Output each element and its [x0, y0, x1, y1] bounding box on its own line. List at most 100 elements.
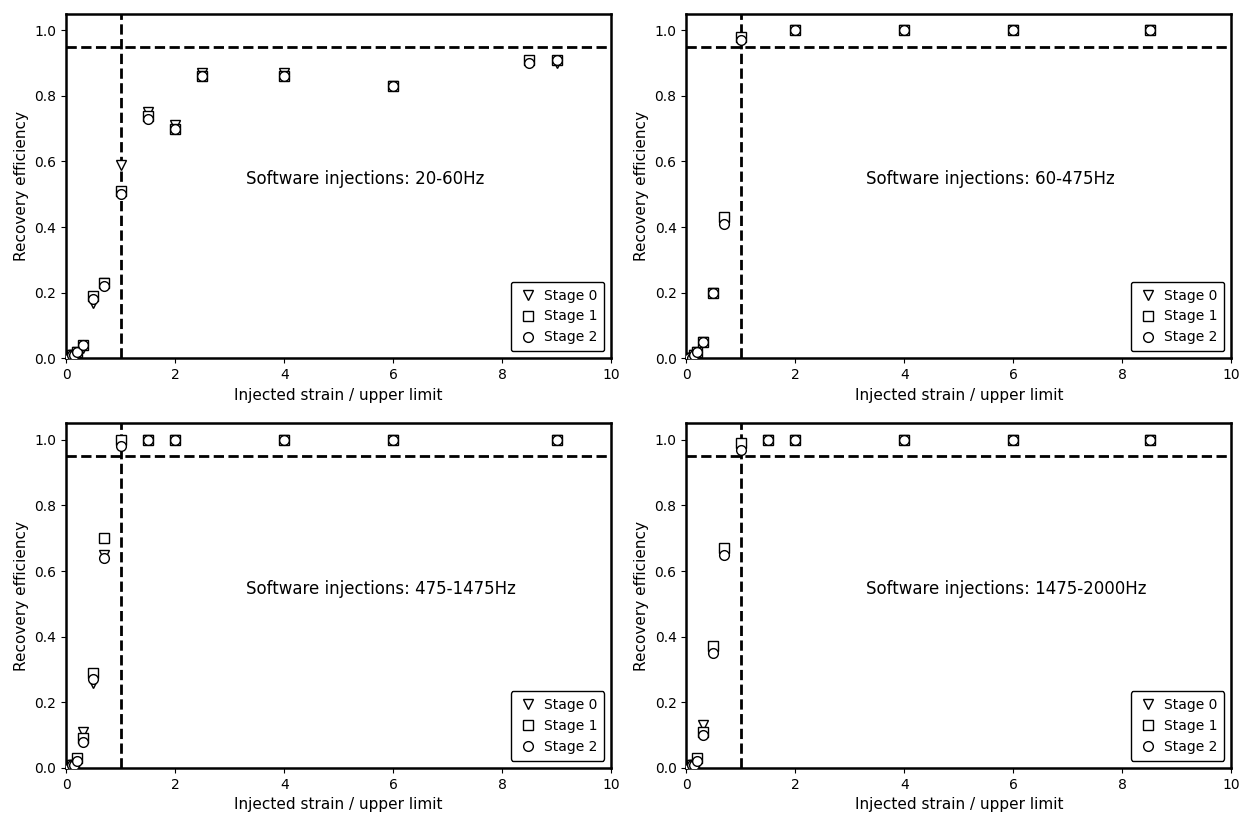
Legend: Stage 0, Stage 1, Stage 2: Stage 0, Stage 1, Stage 2 [1131, 282, 1224, 351]
Legend: Stage 0, Stage 1, Stage 2: Stage 0, Stage 1, Stage 2 [510, 282, 604, 351]
Stage 1 [386, 434, 401, 444]
Line: Stage 0: Stage 0 [64, 58, 562, 363]
Stage 2 [140, 434, 155, 444]
Line: Stage 0: Stage 0 [685, 435, 1155, 772]
Stage 0 [64, 760, 79, 770]
Stage 2 [97, 281, 112, 291]
Stage 0 [66, 350, 82, 360]
Stage 0 [897, 26, 912, 36]
Stage 1 [1142, 434, 1157, 444]
Stage 1 [61, 763, 76, 773]
Stage 1 [64, 350, 79, 360]
Stage 0 [168, 121, 183, 131]
Stage 2 [897, 434, 912, 444]
Stage 1 [85, 291, 100, 301]
Stage 1 [706, 642, 721, 652]
Stage 2 [75, 737, 90, 747]
X-axis label: Injected strain / upper limit: Injected strain / upper limit [854, 387, 1063, 402]
Stage 0 [75, 727, 90, 737]
Stage 0 [788, 434, 803, 444]
Stage 1 [97, 278, 112, 287]
Stage 2 [681, 763, 696, 773]
Stage 0 [1142, 434, 1157, 444]
Stage 1 [734, 438, 749, 448]
Stage 0 [85, 677, 100, 687]
Stage 1 [685, 354, 700, 363]
Stage 1 [690, 347, 705, 357]
Stage 0 [695, 720, 710, 730]
Stage 2 [66, 760, 82, 770]
Stage 0 [69, 757, 84, 767]
Text: Software injections: 475-1475Hz: Software injections: 475-1475Hz [246, 580, 515, 598]
Stage 0 [386, 81, 401, 91]
Stage 0 [386, 434, 401, 444]
Stage 2 [64, 760, 79, 770]
Stage 2 [687, 760, 702, 770]
Stage 1 [717, 212, 732, 222]
Line: Stage 2: Stage 2 [64, 55, 562, 363]
Line: Stage 0: Stage 0 [685, 26, 1155, 363]
Stage 1 [66, 350, 82, 360]
X-axis label: Injected strain / upper limit: Injected strain / upper limit [234, 797, 443, 812]
Stage 2 [1142, 434, 1157, 444]
Stage 0 [140, 434, 155, 444]
Stage 2 [386, 81, 401, 91]
Text: Software injections: 20-60Hz: Software injections: 20-60Hz [246, 170, 484, 188]
Stage 1 [64, 760, 79, 770]
Stage 0 [690, 757, 705, 767]
Stage 1 [1006, 434, 1021, 444]
Stage 1 [168, 124, 183, 134]
Stage 2 [685, 760, 700, 770]
Stage 0 [1142, 26, 1157, 36]
Stage 0 [695, 337, 710, 347]
Stage 1 [1006, 26, 1021, 36]
Stage 2 [522, 58, 537, 68]
Stage 2 [685, 354, 700, 363]
Stage 1 [788, 26, 803, 36]
Stage 1 [194, 71, 209, 81]
Stage 1 [113, 434, 128, 444]
Stage 1 [277, 434, 292, 444]
Stage 0 [64, 350, 79, 360]
Stage 1 [61, 354, 76, 363]
Line: Stage 1: Stage 1 [64, 435, 562, 772]
Stage 2 [1142, 26, 1157, 36]
Stage 2 [168, 124, 183, 134]
Stage 2 [695, 730, 710, 740]
Stage 0 [1006, 26, 1021, 36]
Stage 1 [788, 434, 803, 444]
Legend: Stage 0, Stage 1, Stage 2: Stage 0, Stage 1, Stage 2 [510, 691, 604, 761]
Stage 0 [140, 107, 155, 117]
Legend: Stage 0, Stage 1, Stage 2: Stage 0, Stage 1, Stage 2 [1131, 691, 1224, 761]
Stage 2 [75, 340, 90, 350]
Stage 0 [760, 434, 775, 444]
Stage 2 [85, 294, 100, 304]
Y-axis label: Recovery efficiency: Recovery efficiency [635, 112, 648, 261]
Stage 2 [85, 674, 100, 684]
Stage 0 [61, 763, 76, 773]
Stage 1 [695, 337, 710, 347]
Stage 2 [717, 549, 732, 559]
Stage 1 [717, 544, 732, 553]
Stage 0 [788, 26, 803, 36]
Stage 0 [113, 438, 128, 448]
Stage 1 [897, 26, 912, 36]
Stage 2 [140, 114, 155, 124]
Stage 2 [788, 434, 803, 444]
Stage 2 [64, 350, 79, 360]
X-axis label: Injected strain / upper limit: Injected strain / upper limit [854, 797, 1063, 812]
Stage 0 [897, 434, 912, 444]
Line: Stage 1: Stage 1 [685, 26, 1155, 363]
Stage 1 [522, 55, 537, 64]
Stage 1 [168, 434, 183, 444]
Stage 1 [69, 753, 84, 763]
Y-axis label: Recovery efficiency: Recovery efficiency [14, 520, 29, 671]
Stage 1 [140, 111, 155, 121]
Stage 2 [1006, 26, 1021, 36]
Stage 0 [734, 36, 749, 45]
Stage 1 [734, 32, 749, 42]
Stage 0 [85, 297, 100, 307]
Stage 0 [549, 434, 564, 444]
Stage 0 [194, 68, 209, 78]
Stage 1 [75, 340, 90, 350]
